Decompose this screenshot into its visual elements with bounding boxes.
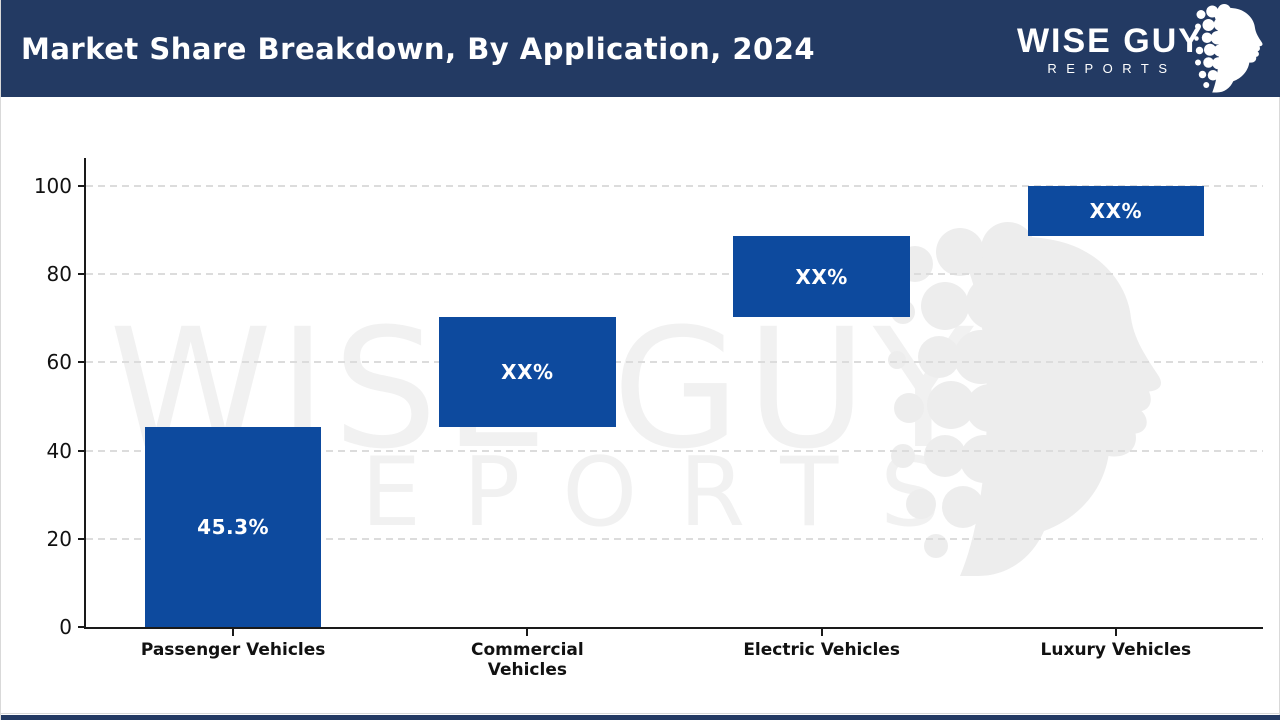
footer-bar — [1, 715, 1280, 720]
bar-commercial-vehicles: XX% — [439, 316, 616, 428]
watermark-face-icon — [873, 222, 1173, 586]
logo-wordmark: WISE GUY — [1016, 21, 1203, 60]
bar-value-label: XX% — [501, 360, 554, 385]
y-tick-mark — [78, 185, 85, 187]
y-tick-mark — [78, 361, 85, 364]
y-tick-label: 80 — [46, 262, 72, 287]
gridline-80 — [86, 273, 1263, 276]
brand-logo: WISE GUY REPORTS — [1017, 4, 1267, 94]
bar-value-label: XX% — [795, 264, 848, 289]
logo-subtext: REPORTS — [1047, 60, 1177, 76]
page-header: Market Share Breakdown, By Application, … — [1, 0, 1280, 97]
x-axis-line — [84, 627, 1263, 629]
bar-value-label: XX% — [1089, 199, 1143, 224]
x-category-label-electric-vehicles: Electric Vehicles — [743, 640, 900, 660]
x-tick-mark — [232, 629, 235, 636]
gridline-60 — [86, 361, 1263, 364]
x-tick-mark — [526, 629, 529, 636]
footer-hairline — [1, 713, 1280, 714]
y-tick-label: 100 — [33, 174, 72, 198]
x-category-label-luxury-vehicles: Luxury Vehicles — [1040, 640, 1192, 660]
y-tick-label: 0 — [59, 615, 72, 639]
y-tick-label: 60 — [46, 350, 72, 375]
x-category-label-commercial-vehicles: Commercial Vehicles — [471, 640, 584, 680]
x-category-label-passenger-vehicles: Passenger Vehicles — [140, 640, 326, 660]
y-tick-label: 20 — [46, 526, 72, 551]
x-tick-mark — [1114, 629, 1117, 636]
x-tick-mark — [820, 629, 823, 636]
bar-passenger-vehicles: 45.3% — [144, 427, 322, 627]
bar-electric-vehicles: XX% — [733, 236, 910, 317]
gridline-100 — [86, 185, 1263, 187]
bar-luxury-vehicles: XX% — [1027, 186, 1205, 237]
y-axis-line — [84, 158, 86, 629]
y-tick-mark — [78, 537, 85, 540]
y-tick-mark — [78, 626, 85, 628]
gridline-40 — [86, 449, 1263, 452]
bar-value-label: 45.3% — [197, 515, 270, 540]
y-tick-mark — [78, 273, 85, 276]
gridline-20 — [86, 537, 1263, 540]
page-title: Market Share Breakdown, By Application, … — [21, 31, 816, 66]
y-tick-mark — [78, 449, 85, 452]
watermark-subtext: REPORTS — [253, 438, 983, 548]
y-tick-label: 40 — [46, 438, 72, 463]
